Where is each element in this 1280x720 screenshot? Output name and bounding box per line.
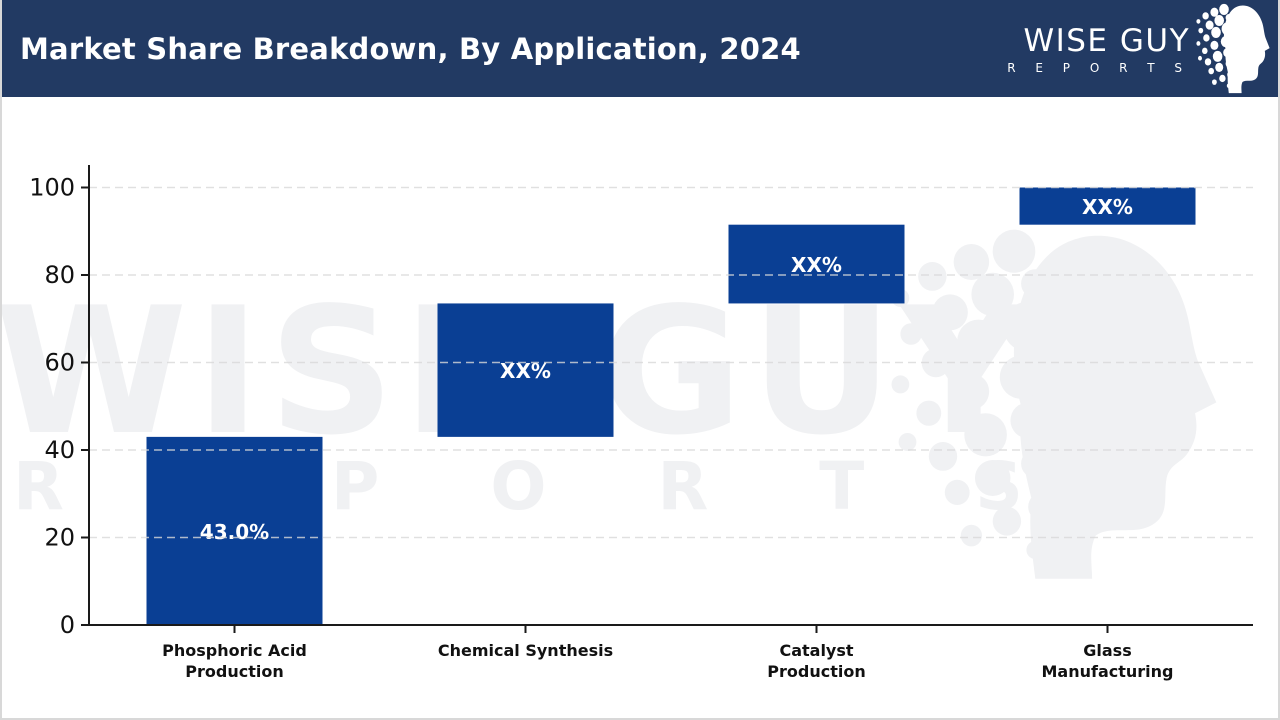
header-bar: Market Share Breakdown, By Application, … bbox=[0, 0, 1280, 97]
x-axis-category-label-catalyst-production: Catalyst Production bbox=[767, 641, 865, 681]
y-axis-tick-label-100: 100 bbox=[29, 174, 75, 202]
y-axis-tick-label-40: 40 bbox=[44, 436, 75, 464]
bar-phosphoric-acid-production bbox=[146, 436, 323, 625]
bar-value-label-phosphoric-acid-production: 43.0% bbox=[200, 520, 269, 544]
y-axis-tick-label-60: 60 bbox=[44, 349, 75, 377]
x-axis-category-label-chemical-synthesis: Chemical Synthesis bbox=[438, 641, 613, 660]
x-axis-category-label-glass-manufacturing: Glass Manufacturing bbox=[1042, 641, 1174, 681]
y-axis-tick-label-80: 80 bbox=[44, 261, 75, 289]
page-title: Market Share Breakdown, By Application, … bbox=[20, 31, 801, 66]
bar-glass-manufacturing bbox=[1019, 187, 1196, 225]
y-axis-tick-label-0: 0 bbox=[60, 611, 75, 639]
logo-text-block: WISE GUY R E P O R T S bbox=[1007, 24, 1190, 75]
bar-catalyst-production bbox=[728, 224, 905, 304]
x-axis-category-label-phosphoric-acid-production: Phosphoric Acid Production bbox=[162, 641, 307, 681]
logo-subtext: R E P O R T S bbox=[1007, 60, 1190, 75]
logo-head-icon bbox=[1196, 3, 1270, 94]
brand-logo: WISE GUY R E P O R T S bbox=[1007, 3, 1272, 94]
y-axis-tick-label-20: 20 bbox=[44, 524, 75, 552]
bar-value-label-glass-manufacturing: XX% bbox=[1082, 195, 1133, 219]
logo-wordmark: WISE GUY bbox=[1023, 22, 1190, 59]
bar-value-label-catalyst-production: XX% bbox=[791, 253, 842, 277]
bar-chemical-synthesis bbox=[437, 303, 614, 437]
